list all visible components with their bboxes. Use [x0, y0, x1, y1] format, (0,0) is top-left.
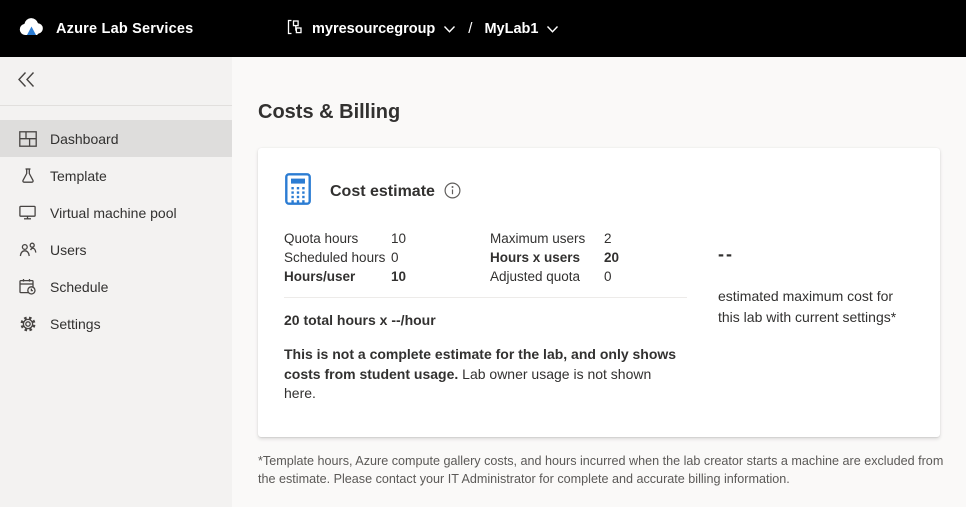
breadcrumb-separator: / — [468, 20, 473, 37]
billing-footnote: *Template hours, Azure compute gallery c… — [258, 454, 944, 486]
chevron-down-icon — [546, 22, 559, 38]
stat-value: 0 — [391, 250, 399, 265]
cost-estimate-title: Cost estimate — [330, 182, 435, 200]
users-icon — [18, 241, 37, 259]
cost-estimate-header: Cost estimate — [285, 173, 461, 210]
estimate-disclaimer: This is not a complete estimate for the … — [284, 345, 680, 404]
stat-row: Scheduled hours 0 — [284, 248, 406, 267]
lab-name: MyLab1 — [484, 20, 539, 37]
stat-label: Adjusted quota — [490, 269, 581, 284]
sidebar-item-virtual-machine-pool[interactable]: Virtual machine pool — [0, 194, 232, 231]
stat-row: Hours/user 10 — [284, 267, 406, 286]
cost-estimate-card: Cost estimate Quota hours 10 Scheduled h… — [258, 148, 940, 437]
stat-row: Adjusted quota 0 — [490, 267, 619, 286]
estimated-cost-value: -- — [718, 244, 734, 264]
stat-value: 10 — [391, 231, 407, 246]
stat-label: Maximum users — [490, 231, 586, 246]
sidebar-nav: Dashboard Template Virtual machine pool — [0, 120, 232, 342]
stats-right-column: Maximum users 2 Hours x users 20 Adjuste… — [490, 229, 619, 286]
sidebar: Dashboard Template Virtual machine pool — [0, 57, 232, 507]
sidebar-item-users[interactable]: Users — [0, 231, 232, 268]
schedule-icon — [18, 278, 37, 296]
breadcrumb: myresourcegroup / MyLab1 — [286, 0, 559, 57]
stat-row: Maximum users 2 — [490, 229, 619, 248]
sidebar-item-label: Virtual machine pool — [50, 204, 177, 221]
vm-pool-icon — [18, 204, 37, 222]
stat-label: Quota hours — [284, 231, 359, 246]
sidebar-item-label: Dashboard — [50, 130, 119, 147]
sidebar-item-label: Schedule — [50, 278, 109, 295]
dashboard-icon — [18, 130, 37, 148]
collapse-sidebar-icon — [16, 71, 37, 93]
settings-icon — [18, 315, 37, 333]
stat-label: Hours x users — [490, 250, 581, 265]
stat-value: 0 — [604, 269, 612, 284]
template-icon — [18, 167, 37, 185]
app-title[interactable]: Azure Lab Services — [56, 20, 194, 37]
stat-value: 2 — [604, 231, 612, 246]
sidebar-item-label: Users — [50, 241, 87, 258]
stat-row: Hours x users 20 — [490, 248, 619, 267]
sidebar-item-schedule[interactable]: Schedule — [0, 268, 232, 305]
main-content: Costs & Billing Cost estimate — [232, 57, 966, 507]
sidebar-item-template[interactable]: Template — [0, 157, 232, 194]
chevron-down-icon — [443, 22, 456, 38]
calculator-icon — [285, 173, 311, 210]
resource-group-name: myresourcegroup — [312, 20, 436, 37]
stat-value: 20 — [604, 250, 620, 265]
sidebar-item-dashboard[interactable]: Dashboard — [0, 120, 232, 157]
sidebar-item-label: Settings — [50, 315, 101, 332]
azure-lab-services-logo-icon — [18, 15, 45, 42]
info-icon[interactable] — [444, 181, 461, 204]
cost-formula: 20 total hours x --/hour — [284, 312, 436, 328]
disclaimer-bold-text: This is not a complete estimate for the … — [284, 346, 677, 382]
sidebar-divider — [0, 105, 232, 106]
sidebar-item-settings[interactable]: Settings — [0, 305, 232, 342]
top-app-bar: Azure Lab Services myresourcegroup / MyL… — [0, 0, 966, 57]
estimated-cost-caption: estimated maximum cost for this lab with… — [718, 288, 897, 325]
resource-group-selector[interactable]: myresourcegroup — [286, 19, 456, 39]
collapse-sidebar-button[interactable] — [16, 69, 52, 95]
stat-label: Scheduled hours — [284, 250, 386, 265]
stat-row: Quota hours 10 — [284, 229, 406, 248]
app-logo: Azure Lab Services — [18, 15, 193, 42]
stats-left-column: Quota hours 10 Scheduled hours 0 Hours/u… — [284, 229, 406, 286]
stat-value: 10 — [391, 269, 407, 284]
page-title: Costs & Billing — [258, 101, 401, 123]
lab-selector[interactable]: MyLab1 — [484, 20, 559, 38]
sidebar-item-label: Template — [50, 167, 107, 184]
stats-divider — [284, 297, 687, 298]
stat-label: Hours/user — [284, 269, 356, 284]
disclaimer-normal-text: Lab owner usage is not shown here. — [284, 365, 652, 402]
resource-group-icon — [286, 19, 303, 39]
